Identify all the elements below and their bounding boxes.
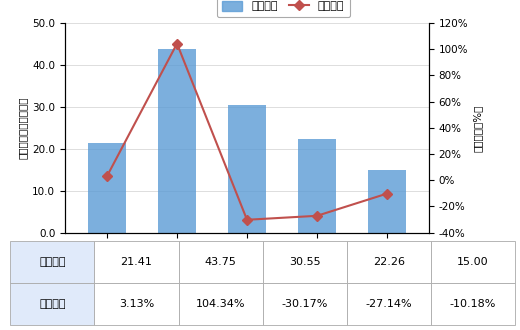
Y-axis label: 同比增速（%）: 同比增速（%） (473, 104, 483, 151)
Bar (228, 105, 266, 233)
Y-axis label: 进口金额（百万美元）: 进口金额（百万美元） (18, 97, 28, 159)
Bar (368, 170, 406, 233)
Bar (158, 49, 196, 233)
Bar (88, 143, 126, 233)
Bar (298, 139, 336, 233)
Legend: 进口金额, 同比增长: 进口金额, 同比增长 (217, 0, 350, 17)
